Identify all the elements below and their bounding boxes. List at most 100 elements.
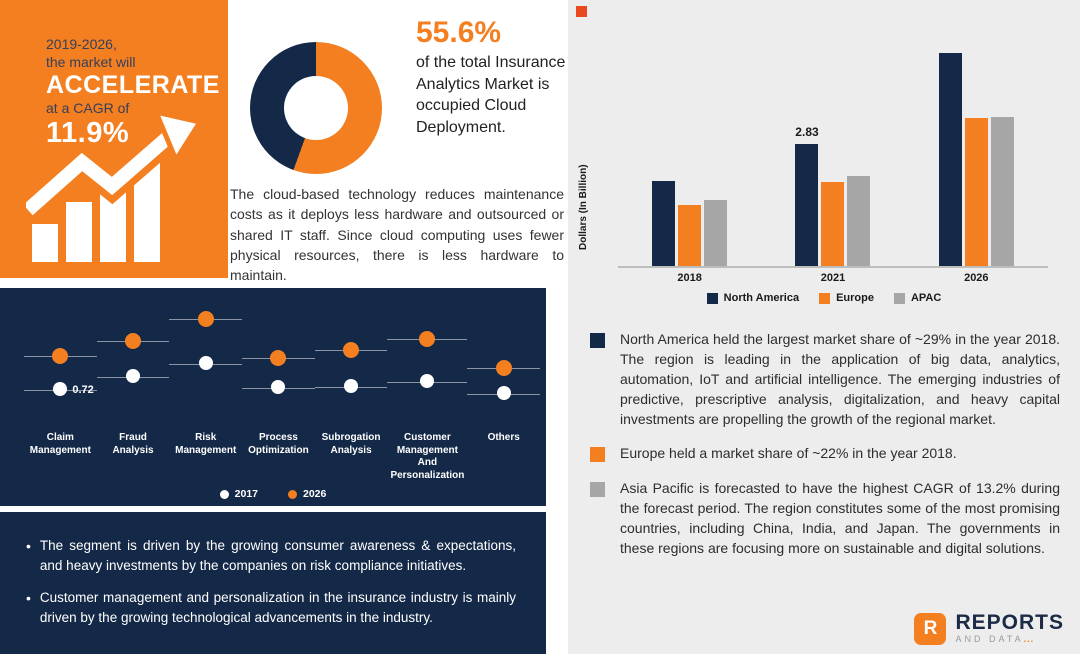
dot-category-label: Process Optimization xyxy=(248,432,309,456)
bar-chart-ylabel: Dollars (In Billion) xyxy=(578,164,589,250)
bar-data-label: 2.83 xyxy=(795,125,819,139)
regional-note-marker-3 xyxy=(590,482,605,498)
dot-2026-claim-management xyxy=(52,347,69,364)
dot-2017-fraud-analysis xyxy=(126,368,141,383)
logo-sub-text: AND DATA... xyxy=(955,633,1064,646)
donut-description: of the total Insurance Analytics Market … xyxy=(416,54,566,136)
dot-category-label: Claim Management xyxy=(29,432,91,456)
growth-chart-icon xyxy=(26,110,202,262)
cloud-deployment-donut-chart xyxy=(250,42,382,174)
legend-item-europe: Europe xyxy=(819,292,874,304)
dot-columns: 0.72 Claim Management Fraud Analysis Risk M… xyxy=(24,296,541,481)
dot-2026-others xyxy=(495,360,512,377)
logo-text: REPORTS AND DATA... xyxy=(955,612,1064,646)
legend-swatch-europe xyxy=(819,292,831,304)
regional-note-text: North America held the largest market sh… xyxy=(620,331,1060,427)
dot-column-claim-management: 0.72 Claim Management xyxy=(24,296,97,456)
dot-category-label: Fraud Analysis xyxy=(112,432,154,456)
regional-bullets: North America held the largest market sh… xyxy=(590,330,1060,574)
promo-years: 2019-2026, xyxy=(46,36,117,52)
legend-label-north-america: North America xyxy=(723,292,800,304)
segment-dot-chart-panel: 0.72 Claim Management Fraud Analysis Risk M… xyxy=(0,288,546,506)
bar-group-2021: 2.83 2021 xyxy=(795,28,871,284)
dot-column-customer-management-and-personalization: Customer Management And Personalization xyxy=(387,296,468,481)
regional-note-1: North America held the largest market sh… xyxy=(590,330,1060,429)
regional-note-2: Europe held a market share of ~22% in th… xyxy=(590,444,1060,464)
bar-category-label: 2018 xyxy=(677,272,702,284)
regional-note-text: Europe held a market share of ~22% in th… xyxy=(620,445,957,462)
bar-apac-2021 xyxy=(847,176,871,266)
bar-europe-2026 xyxy=(964,118,988,266)
regional-note-marker-2 xyxy=(590,447,605,463)
dot-column-others: Others xyxy=(467,296,541,443)
dot-2017-others xyxy=(496,386,511,401)
dot-column-subrogation-analysis: Subrogation Analysis xyxy=(314,296,388,456)
bullet-marker: • xyxy=(26,590,31,607)
logo-dots: ... xyxy=(1023,634,1035,645)
bar-group-2026: 2026 xyxy=(938,28,1014,284)
dot-category-label: Others xyxy=(487,432,520,443)
promo-cagr-value: 11.9% xyxy=(46,117,130,150)
dot-2026-customer-management-and-personalization xyxy=(419,331,436,348)
dot-2026-fraud-analysis xyxy=(125,333,142,350)
regional-note-marker-1 xyxy=(590,333,605,348)
legend-item-apac: APAC xyxy=(893,292,942,304)
legend-swatch-apac xyxy=(893,292,905,304)
legend-label-europe: Europe xyxy=(836,292,874,304)
accent-square xyxy=(576,6,587,17)
bar-apac-2018 xyxy=(704,200,728,266)
dot-column-risk-management: Risk Management xyxy=(169,296,243,456)
dot-category-label: Subrogation Analysis xyxy=(321,432,381,456)
regional-bar-chart: 2018 2.83 2021 2026 xyxy=(618,28,1048,284)
regional-note-text: Asia Pacific is forecasted to have the h… xyxy=(620,480,1060,556)
regional-panel: Dollars (In Billion) 2018 2.83 2021 2026 No… xyxy=(568,0,1080,654)
segment-note-2: • Customer management and personalization… xyxy=(26,588,516,627)
promo-cagr-text: at a CAGR of xyxy=(46,99,130,116)
dot-2017-subrogation-analysis xyxy=(344,378,359,393)
legend-item-north-america: North America xyxy=(706,292,800,304)
dot-column-process-optimization: Process Optimization xyxy=(242,296,315,456)
segment-notes-panel: • The segment is driven by the growing co… xyxy=(0,512,546,654)
bar-europe-2021 xyxy=(821,182,845,266)
dot-2017-customer-management-and-personalization xyxy=(420,373,435,388)
dot-2026-risk-management xyxy=(197,310,214,327)
bar-north-america-2018 xyxy=(652,181,676,266)
dot-column-fraud-analysis: Fraud Analysis xyxy=(96,296,170,456)
logo-sub-label: AND DATA xyxy=(955,634,1024,645)
segment-note-text: The segment is driven by the growing con… xyxy=(39,538,516,573)
cloud-paragraph: The cloud-based technology reduces maint… xyxy=(230,186,564,284)
dot-2017-process-optimization xyxy=(271,379,286,394)
dot-2017-risk-management xyxy=(198,356,213,371)
dot-2017-claim-management xyxy=(53,382,68,397)
segment-note-1: • The segment is driven by the growing co… xyxy=(26,536,516,575)
bar-group-2018: 2018 xyxy=(652,28,728,284)
logo-icon: R xyxy=(914,613,947,646)
logo-main-text: REPORTS xyxy=(955,611,1064,635)
dot-category-label: Customer Management And Personalization xyxy=(390,432,465,481)
dot-category-label: Risk Management xyxy=(175,432,237,456)
dot-2026-subrogation-analysis xyxy=(343,341,360,358)
promo-accelerate: ACCELERATE xyxy=(46,71,220,99)
bar-category-label: 2021 xyxy=(820,272,846,284)
bar-category-label: 2026 xyxy=(964,272,989,284)
promo-market-will: the market will xyxy=(46,53,136,70)
bar-north-america-2021: 2.83 xyxy=(795,125,819,266)
legend-label-2026: 2026 xyxy=(303,488,327,500)
bar-europe-2018 xyxy=(678,205,702,266)
bullet-marker: • xyxy=(26,538,31,554)
legend-swatch-north-america xyxy=(706,292,718,304)
dot-data-label: 0.72 xyxy=(72,384,94,397)
legend-item-2026: 2026 xyxy=(288,488,326,500)
legend-label-2017: 2017 xyxy=(234,488,258,500)
dot-2026-process-optimization xyxy=(270,350,287,366)
promo-box: 2019-2026, the market will ACCELERATE at… xyxy=(0,0,228,278)
legend-dot-2017 xyxy=(219,489,229,499)
segment-note-text: Customer management and personalization … xyxy=(39,590,516,625)
bar-chart-legend: North America Europe APAC xyxy=(568,292,1080,304)
dot-chart-legend: 2017 2026 xyxy=(0,488,546,500)
bar-apac-2026 xyxy=(990,117,1014,266)
donut-percent-label: 55.6% xyxy=(416,16,502,49)
reports-and-data-logo: R REPORTS AND DATA... xyxy=(914,612,1064,646)
legend-label-apac: APAC xyxy=(910,292,942,304)
